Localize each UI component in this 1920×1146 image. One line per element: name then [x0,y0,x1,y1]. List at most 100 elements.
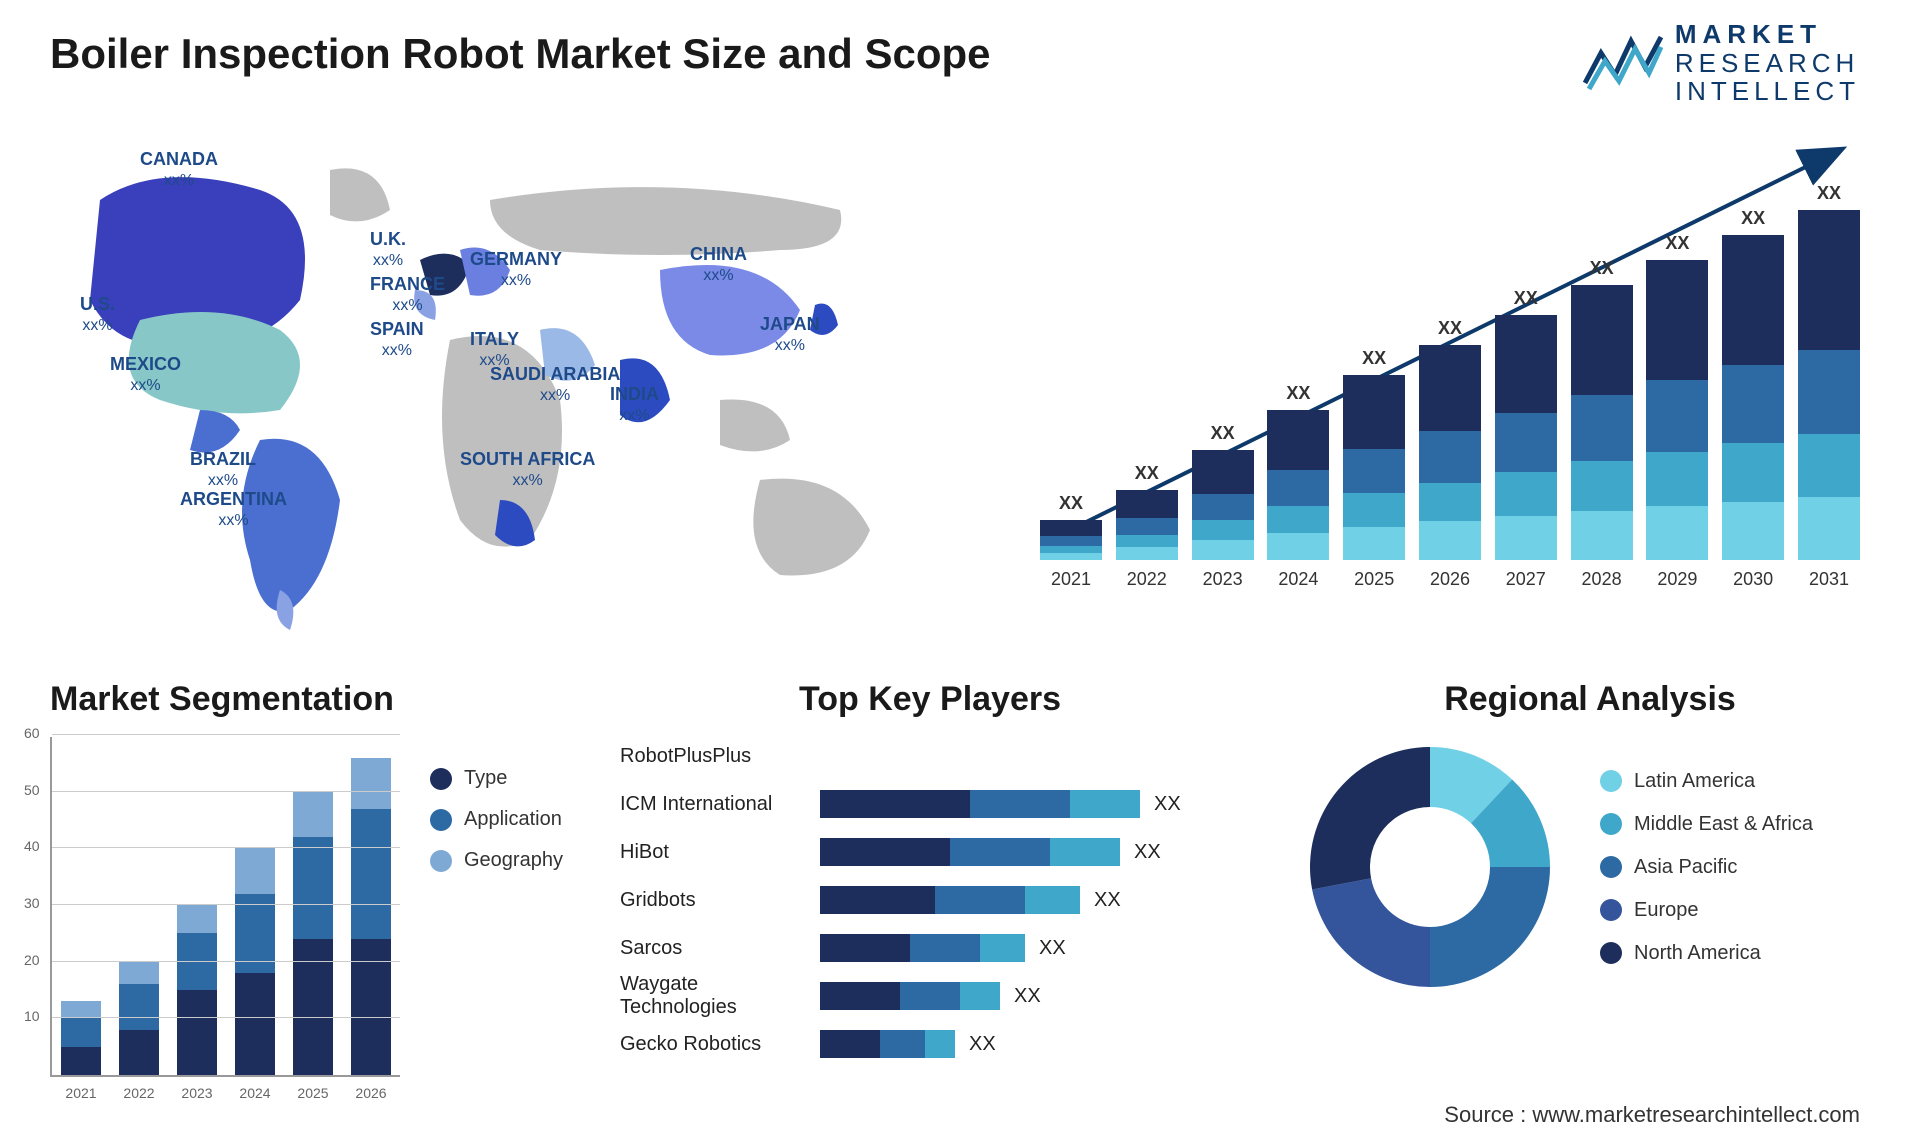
key-player-name: Sarcos [620,937,820,960]
world-map: CANADAxx% U.S.xx% MEXICOxx% BRAZILxx%ARGENT… [20,120,940,640]
donut-chart [1300,737,1560,997]
key-player-name: HiBot [620,841,820,864]
growth-bar-value: XX [1514,288,1538,309]
legend-item: Asia Pacific [1600,856,1813,879]
map-label: MEXICOxx% [110,355,181,395]
donut-slice [1430,867,1550,987]
growth-bar-value: XX [1059,493,1083,514]
regional-section: Regional Analysis Latin America Middle Ea… [1300,680,1880,997]
map-label: SOUTH AFRICAxx% [460,450,595,490]
key-player-value: XX [1094,889,1121,912]
growth-bar-year: 2025 [1354,569,1394,590]
key-player-row: Gridbots XX [620,881,1240,919]
seg-gridline: 60 [52,734,400,735]
seg-year-label: 2021 [61,1085,101,1101]
seg-gridline: 20 [52,961,400,962]
legend-item: Application [430,808,563,831]
seg-gridline: 10 [52,1017,400,1018]
key-player-row: Waygate TechnologiesXX [620,977,1240,1015]
growth-bar-value: XX [1590,258,1614,279]
growth-bar-year: 2028 [1582,569,1622,590]
key-players-title: Top Key Players [620,680,1240,719]
seg-year-label: 2025 [293,1085,333,1101]
logo-icon [1583,33,1663,93]
growth-bar-year: 2024 [1278,569,1318,590]
donut-slice [1310,747,1430,889]
map-label: SPAINxx% [370,320,424,360]
key-player-name: ICM International [620,793,820,816]
growth-bar-year: 2029 [1657,569,1697,590]
logo-line1: MARKET [1675,20,1860,49]
growth-bar-value: XX [1438,318,1462,339]
key-players-section: Top Key Players RobotPlusPlus ICM Interna… [620,680,1240,1073]
key-player-name: Waygate Technologies [620,973,820,1019]
map-label: U.S.xx% [80,295,115,335]
growth-bar: XX2021 [1040,493,1102,560]
growth-bar-value: XX [1211,423,1235,444]
key-player-value: XX [1039,937,1066,960]
seg-bar [119,962,159,1075]
growth-bar-value: XX [1741,208,1765,229]
growth-bar: XX2025 [1343,348,1405,560]
logo-line3: INTELLECT [1675,77,1860,106]
growth-bar: XX2028 [1571,258,1633,560]
legend-item: Europe [1600,899,1813,922]
legend-item: North America [1600,942,1813,965]
legend-item: Type [430,767,563,790]
key-player-name: Gecko Robotics [620,1033,820,1056]
seg-year-label: 2022 [119,1085,159,1101]
growth-bar-year: 2023 [1203,569,1243,590]
growth-bar-year: 2026 [1430,569,1470,590]
growth-bar-year: 2031 [1809,569,1849,590]
growth-chart: XX2021XX2022XX2023XX2024XX2025XX2026XX20… [1040,120,1860,600]
growth-bar-value: XX [1135,463,1159,484]
map-label: BRAZILxx% [190,450,256,490]
seg-gridline: 40 [52,847,400,848]
growth-bar: XX2030 [1722,208,1784,560]
growth-bar-value: XX [1286,383,1310,404]
growth-bar-year: 2030 [1733,569,1773,590]
key-player-name: RobotPlusPlus [620,745,820,768]
segmentation-section: Market Segmentation 20212022202320242025… [50,680,570,1077]
growth-bar-value: XX [1665,233,1689,254]
growth-bar-value: XX [1362,348,1386,369]
segmentation-chart: 202120222023202420252026 102030405060 [50,737,400,1077]
key-player-value: XX [1014,985,1041,1008]
seg-bar [177,905,217,1075]
key-player-value: XX [1154,793,1181,816]
growth-bar-year: 2027 [1506,569,1546,590]
seg-gridline: 50 [52,791,400,792]
donut-legend: Latin America Middle East & Africa Asia Pa… [1600,770,1813,965]
legend-item: Geography [430,849,563,872]
seg-bar [61,1001,101,1075]
page-title: Boiler Inspection Robot Market Size and … [50,30,991,78]
seg-bar [293,792,333,1075]
legend-item: Middle East & Africa [1600,813,1813,836]
source-text: Source : www.marketresearchintellect.com [1444,1102,1860,1128]
seg-year-label: 2024 [235,1085,275,1101]
map-label: SAUDI ARABIAxx% [490,365,620,405]
growth-bar-year: 2021 [1051,569,1091,590]
growth-bar: XX2026 [1419,318,1481,560]
regional-title: Regional Analysis [1300,680,1880,719]
logo: MARKET RESEARCH INTELLECT [1583,20,1860,106]
key-player-name: Gridbots [620,889,820,912]
map-label: CHINAxx% [690,245,747,285]
key-player-row: HiBotXX [620,833,1240,871]
growth-bar: XX2031 [1798,183,1860,560]
map-label: CANADAxx% [140,150,218,190]
map-label: INDIAxx% [610,385,659,425]
map-label: ARGENTINAxx% [180,490,287,530]
key-player-row: ICM International XX [620,785,1240,823]
growth-bar-year: 2022 [1127,569,1167,590]
growth-bar: XX2022 [1116,463,1178,560]
growth-bar: XX2023 [1192,423,1254,560]
legend-item: Latin America [1600,770,1813,793]
growth-bar-value: XX [1817,183,1841,204]
seg-year-label: 2026 [351,1085,391,1101]
growth-bar: XX2027 [1495,288,1557,560]
logo-line2: RESEARCH [1675,49,1860,78]
donut-slice [1312,878,1430,987]
growth-bar: XX2029 [1646,233,1708,560]
seg-bar [235,848,275,1075]
